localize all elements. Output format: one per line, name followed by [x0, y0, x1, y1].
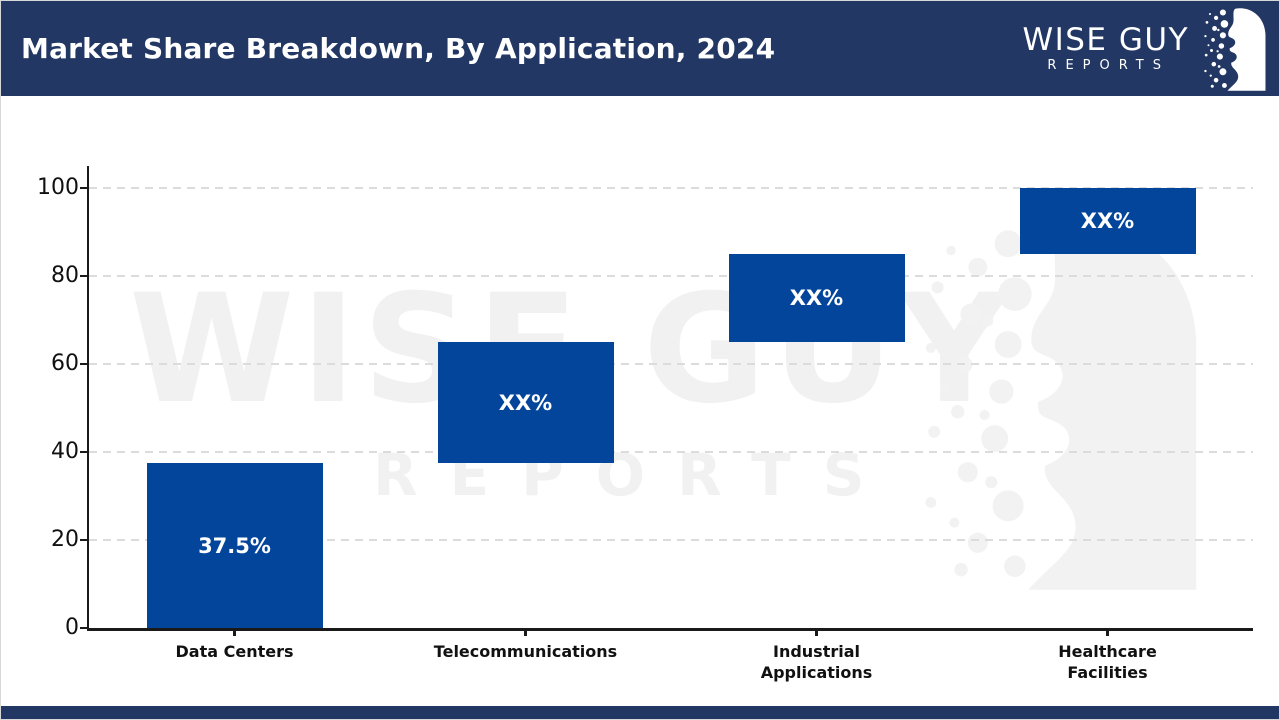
gridline-y-100: [89, 187, 1253, 189]
footer-bar: [1, 706, 1279, 719]
gridline-y-40: [89, 451, 1253, 453]
y-tick-mark: [80, 451, 89, 454]
header: Market Share Breakdown, By Application, …: [1, 1, 1279, 96]
bar-telecommunications: XX%: [437, 342, 614, 463]
bar-value-label: XX%: [789, 286, 844, 310]
bar-value-label: 37.5%: [198, 533, 271, 558]
logo-wordmark: WISE GUY: [1022, 21, 1189, 58]
x-category-label: Healthcare Facilities: [1058, 642, 1157, 682]
y-tick-label: 100: [37, 175, 79, 200]
y-tick-label: 60: [51, 351, 79, 376]
x-tick-mark: [815, 628, 818, 636]
y-tick-label: 0: [65, 615, 79, 640]
x-tick-mark: [1106, 628, 1109, 636]
y-tick-mark: [80, 627, 89, 630]
x-category-label: Data Centers: [175, 642, 294, 661]
y-tick-mark: [80, 275, 89, 278]
x-tick-mark: [524, 628, 527, 636]
wiseguy-logo: WISE GUY REPORTS: [1022, 7, 1267, 91]
x-tick-mark: [233, 628, 236, 636]
bar-value-label: XX%: [498, 390, 553, 415]
y-axis-line: [86, 166, 89, 631]
y-tick-mark: [80, 539, 89, 542]
bar-data-centers: 37.5%: [146, 463, 323, 628]
bar-value-label: XX%: [1080, 209, 1135, 233]
gridline-y-60: [89, 363, 1253, 365]
x-category-label: Telecommunications: [433, 642, 618, 661]
y-tick-label: 40: [51, 439, 79, 464]
y-tick-label: 20: [51, 527, 79, 552]
y-tick-label: 80: [51, 263, 79, 288]
x-category-label: Industrial Applications: [760, 642, 873, 682]
logo-subtitle: REPORTS: [1047, 58, 1171, 74]
bar-healthcare-facilities: XX%: [1019, 188, 1196, 254]
y-tick-mark: [80, 187, 89, 190]
gridline-y-80: [89, 275, 1253, 277]
logo-head-icon: [1204, 7, 1266, 91]
y-tick-mark: [80, 363, 89, 366]
gridline-y-20: [89, 539, 1253, 541]
x-axis-line: [86, 628, 1253, 631]
watermark-head-icon: [925, 224, 1197, 590]
bar-industrial-applications: XX%: [728, 254, 905, 342]
chart-title: Market Share Breakdown, By Application, …: [21, 32, 776, 65]
